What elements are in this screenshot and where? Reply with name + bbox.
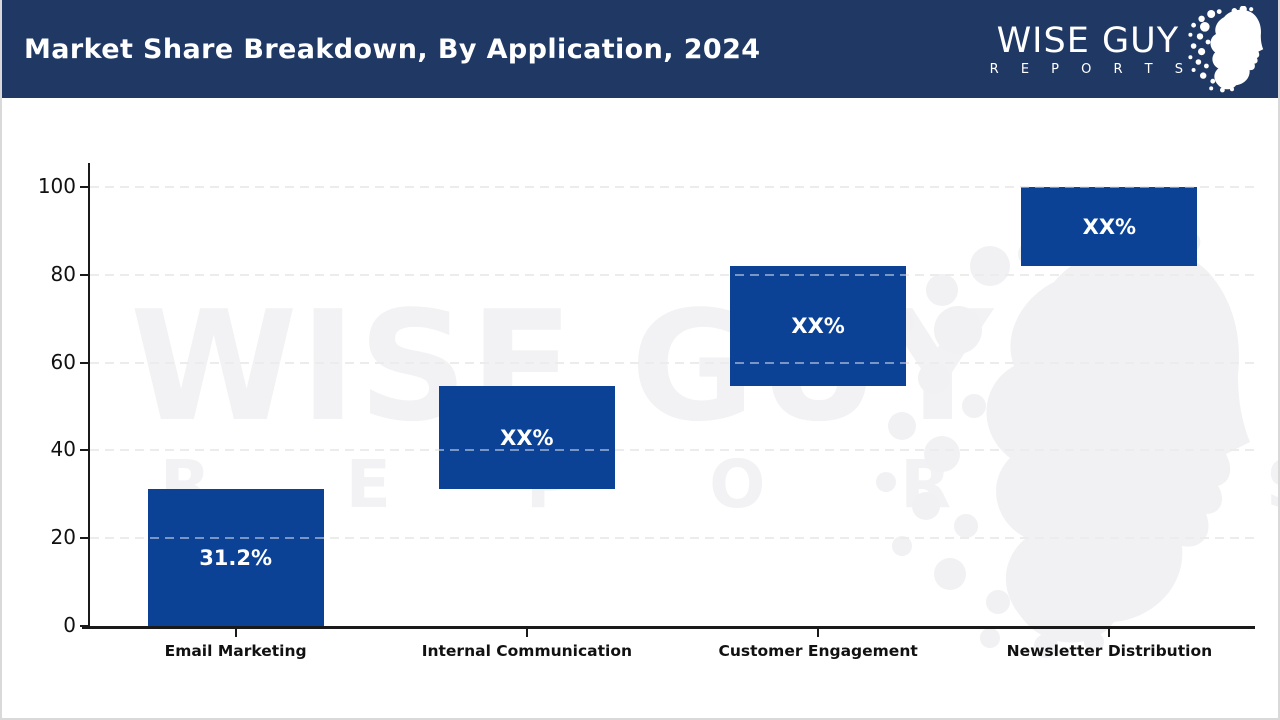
y-tick-0: [80, 625, 89, 627]
y-tick-label-0: 0: [63, 613, 76, 637]
gridline-20: [90, 537, 1255, 540]
x-category-label-1: Email Marketing: [164, 642, 307, 660]
dotted-head-icon: [1188, 6, 1264, 93]
y-tick-20: [80, 537, 89, 540]
x-tick-4: [1108, 629, 1111, 637]
y-axis-line: [88, 163, 90, 628]
y-tick-label-80: 80: [50, 261, 76, 286]
bar-value-label: 31.2%: [199, 545, 273, 570]
waterfall-bar-2: XX%: [438, 386, 615, 490]
y-tick-label-60: 60: [50, 349, 76, 374]
plot-area: WISE GUY R E P O R T S 0 20 40 60 80 100 31.2%…: [2, 98, 1278, 718]
bar-value-label: XX%: [1082, 214, 1137, 239]
gridline-overlay-100: [90, 186, 1255, 188]
y-tick-label-20: 20: [50, 525, 76, 550]
y-tick-label-40: 40: [50, 437, 76, 462]
x-category-label-3: Customer Engagement: [718, 642, 918, 660]
header-banner: Market Share Breakdown, By Application, …: [2, 0, 1278, 98]
x-tick-2: [525, 629, 528, 637]
gridline-40: [90, 449, 1255, 452]
y-tick-80: [80, 273, 89, 276]
y-tick-100: [80, 186, 89, 188]
wise-guy-reports-logo: WISE GUY R E P O R T S: [984, 6, 1270, 94]
x-tick-3: [817, 629, 820, 637]
chart-title: Market Share Breakdown, By Application, …: [24, 33, 761, 65]
gridline-60: [90, 361, 1255, 364]
y-tick-40: [80, 449, 89, 452]
gridline-overlay-40: [90, 449, 1255, 452]
x-category-label-4: Newsletter Distribution: [1006, 642, 1213, 660]
x-category-label-2: Internal Communication: [421, 642, 633, 660]
x-axis-line: [82, 626, 1255, 629]
logo-wordmark: WISE GUY: [996, 21, 1180, 62]
watermark-head-icon: [876, 226, 1250, 658]
waterfall-bar-1: 31.2%: [147, 489, 324, 626]
logo-subtitle: R E P O R T S: [989, 61, 1192, 77]
y-tick-60: [80, 361, 89, 364]
gridline-overlay-80: [90, 273, 1255, 276]
bar-value-label: XX%: [791, 314, 845, 339]
waterfall-bar-4: XX%: [1021, 187, 1198, 267]
logo-text: WISE GUY R E P O R T S: [984, 23, 1192, 77]
waterfall-bar-3: XX%: [730, 266, 907, 387]
gridline-80: [90, 273, 1255, 276]
gridline-100: [90, 186, 1255, 188]
gridline-overlay-20: [90, 537, 1255, 540]
y-tick-label-100: 100: [37, 174, 76, 198]
x-tick-1: [234, 629, 237, 637]
bar-value-label: XX%: [500, 425, 554, 450]
gridline-overlay-60: [90, 361, 1255, 364]
